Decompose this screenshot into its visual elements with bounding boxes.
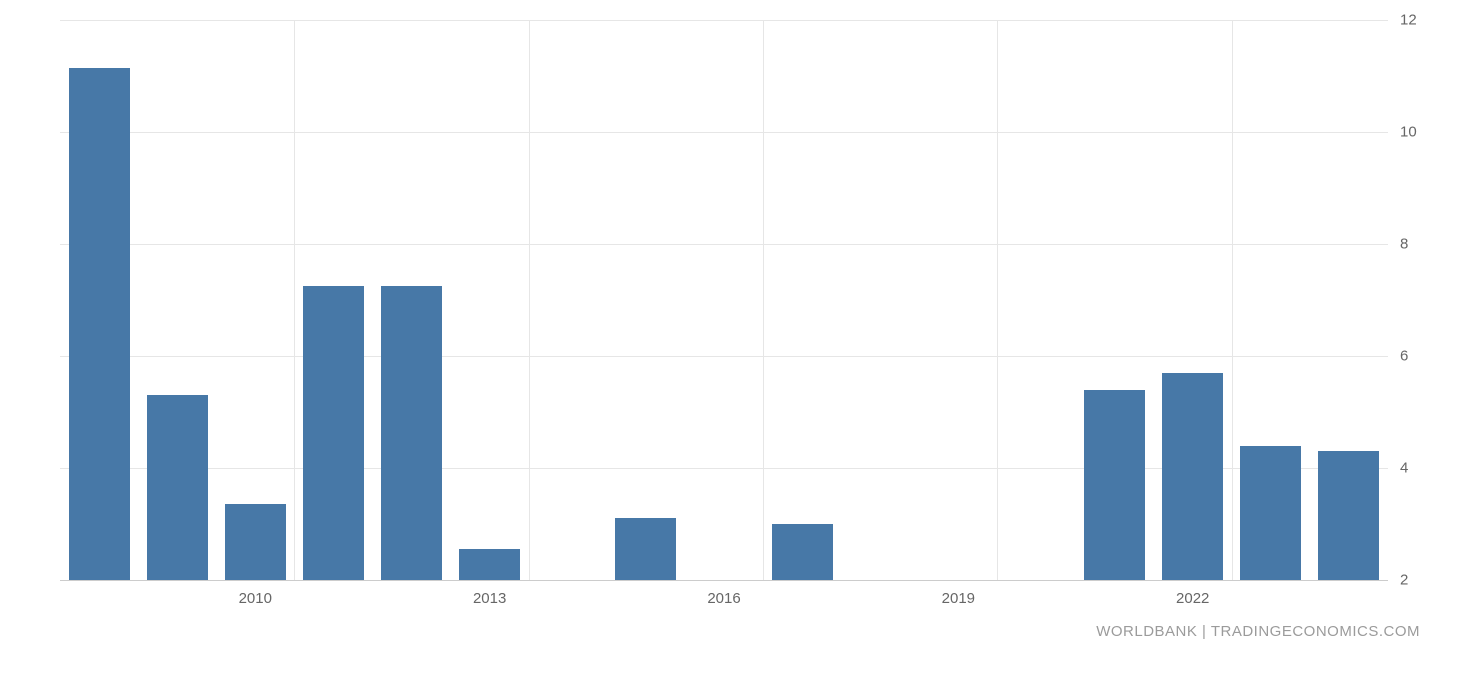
y-axis-tick-label: 6 — [1400, 348, 1408, 365]
x-axis-tick-label: 2022 — [1176, 590, 1209, 607]
gridline-horizontal — [60, 132, 1388, 133]
plot-area — [60, 20, 1388, 580]
gridline-horizontal — [60, 20, 1388, 21]
gridline-vertical — [529, 20, 530, 580]
bar[interactable] — [1084, 390, 1145, 580]
bar[interactable] — [69, 68, 130, 580]
x-axis-tick-label: 2016 — [707, 590, 740, 607]
gridline-horizontal — [60, 356, 1388, 357]
x-axis-baseline — [60, 580, 1388, 581]
attribution-text: WORLDBANK | TRADINGECONOMICS.COM — [1096, 623, 1420, 640]
bar[interactable] — [1162, 373, 1223, 580]
x-axis-tick-label: 2019 — [942, 590, 975, 607]
y-axis-tick-label: 2 — [1400, 572, 1408, 589]
y-axis-tick-label: 8 — [1400, 236, 1408, 253]
gridline-vertical — [763, 20, 764, 580]
bar[interactable] — [1318, 451, 1379, 580]
bar[interactable] — [381, 286, 442, 580]
y-axis-tick-label: 10 — [1400, 124, 1417, 141]
x-axis-tick-label: 2013 — [473, 590, 506, 607]
bar[interactable] — [459, 549, 520, 580]
gridline-vertical — [294, 20, 295, 580]
y-axis-tick-label: 12 — [1400, 12, 1417, 29]
bar[interactable] — [1240, 446, 1301, 580]
bar[interactable] — [303, 286, 364, 580]
bar[interactable] — [147, 395, 208, 580]
bar[interactable] — [615, 518, 676, 580]
gridline-vertical — [997, 20, 998, 580]
x-axis-tick-label: 2010 — [239, 590, 272, 607]
gridline-vertical — [1232, 20, 1233, 580]
bar[interactable] — [772, 524, 833, 580]
chart-container: WORLDBANK | TRADINGECONOMICS.COM 2 4 6 8 10 1… — [0, 0, 1460, 680]
bar[interactable] — [225, 504, 286, 580]
gridline-horizontal — [60, 244, 1388, 245]
y-axis-tick-label: 4 — [1400, 460, 1408, 477]
